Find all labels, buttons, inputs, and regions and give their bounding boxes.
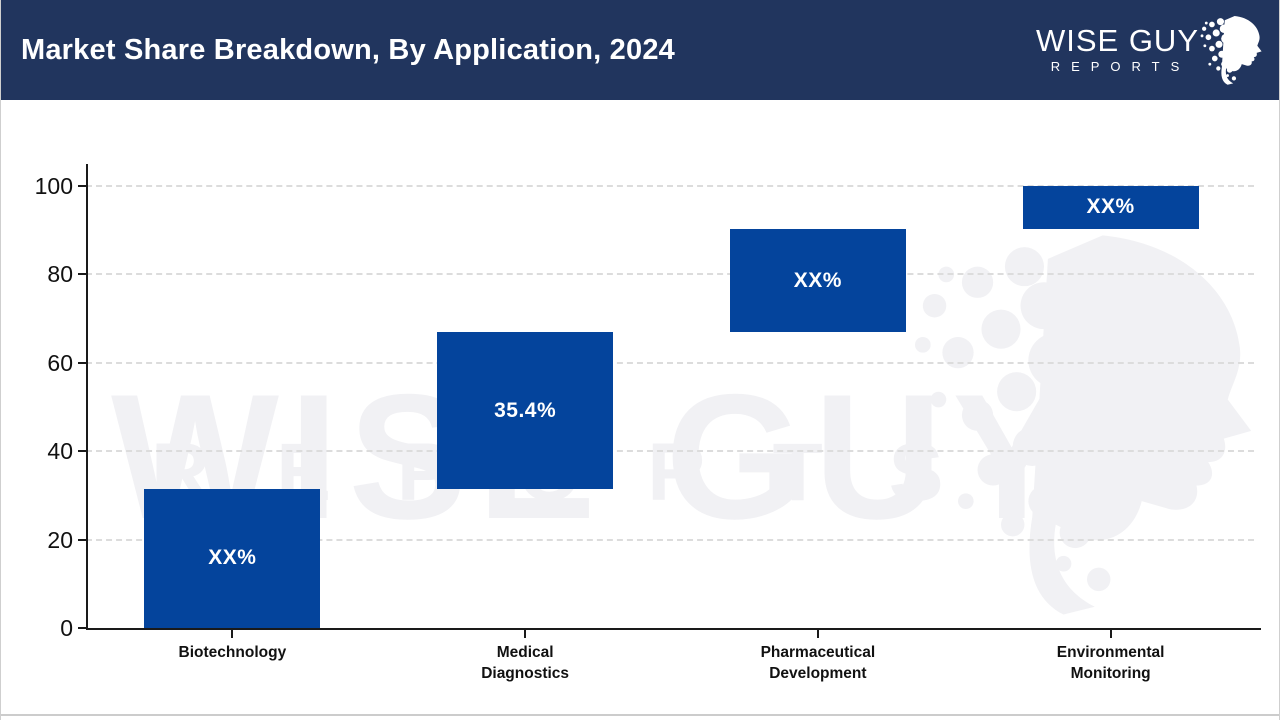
x-tick-label-3: Environmental Monitoring: [1056, 644, 1165, 682]
y-tick-label-60: 60: [47, 349, 73, 376]
y-tick-80: [78, 273, 86, 276]
x-tick-label-2: Pharmaceutical Development: [760, 644, 876, 682]
x-tick-label-0: Biotechnology: [178, 644, 287, 661]
watermark-head-profile-icon: [915, 235, 1252, 615]
bottom-border: [1, 714, 1279, 716]
y-tick-20: [78, 538, 86, 541]
bar-value-label: XX%: [1086, 195, 1135, 219]
page-title: Market Share Breakdown, By Application, …: [21, 33, 675, 66]
gridline-40: [86, 450, 1254, 453]
bar-medical-diagnostics: 35.4%: [437, 332, 614, 489]
bar-value-label: XX%: [208, 546, 257, 570]
head-profile-icon: [1200, 15, 1262, 85]
bar-value-label: XX%: [793, 268, 842, 292]
gridline-80: [86, 273, 1254, 276]
bar-pharmaceutical-development: XX%: [729, 228, 906, 333]
y-tick-label-80: 80: [47, 261, 73, 288]
logo-subtitle: REPORTS: [1050, 59, 1191, 74]
y-tick-100: [78, 185, 86, 187]
x-axis-spine: [86, 628, 1261, 630]
x-tick-0: [231, 630, 234, 638]
gridline-20: [86, 538, 1254, 541]
wise-guy-logo: WISE GUY REPORTS: [1036, 11, 1263, 89]
y-tick-0: [78, 627, 86, 629]
y-axis-spine: [86, 164, 88, 630]
x-tick-label-1: Medical Diagnostics: [481, 644, 570, 682]
logo-text: WISE GUY REPORTS: [1036, 25, 1199, 75]
x-tick-2: [816, 630, 819, 638]
y-tick-60: [78, 361, 86, 364]
header-bar: Market Share Breakdown, By Application, …: [1, 0, 1279, 100]
gridline-60: [86, 361, 1254, 364]
y-tick-40: [78, 450, 86, 453]
market-share-chart: WISE GUY REPORTS 020406080100XX%Biotechn…: [1, 100, 1279, 716]
x-tick-3: [1109, 630, 1112, 638]
x-tick-1: [524, 630, 527, 638]
bar-value-label: 35.4%: [494, 398, 557, 422]
logo-wordmark: WISE GUY: [1035, 23, 1199, 58]
y-tick-label-0: 0: [60, 615, 73, 641]
gridline-100: [86, 185, 1254, 187]
bar-environmental-monitoring: XX%: [1022, 186, 1199, 229]
y-tick-label-40: 40: [47, 438, 73, 465]
y-tick-label-100: 100: [34, 173, 73, 199]
bar-biotechnology: XX%: [144, 488, 321, 628]
y-tick-label-20: 20: [47, 526, 73, 553]
